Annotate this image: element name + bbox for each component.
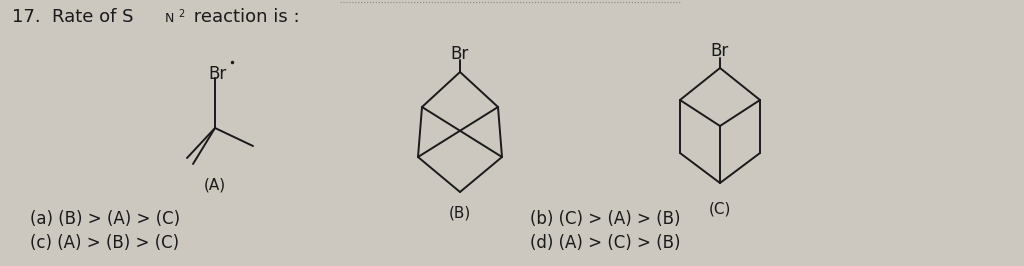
Text: (c) (A) > (B) > (C): (c) (A) > (B) > (C) <box>30 234 179 252</box>
Text: Br: Br <box>451 45 469 63</box>
Text: (C): (C) <box>709 202 731 217</box>
Text: (a) (B) > (A) > (C): (a) (B) > (A) > (C) <box>30 210 180 228</box>
Text: 17.: 17. <box>12 8 41 26</box>
Text: Br: Br <box>711 42 729 60</box>
Text: Rate of S: Rate of S <box>52 8 133 26</box>
Text: N: N <box>165 12 174 25</box>
Text: 2: 2 <box>178 9 184 19</box>
Text: (d) (A) > (C) > (B): (d) (A) > (C) > (B) <box>530 234 681 252</box>
Text: (B): (B) <box>449 205 471 220</box>
Text: (A): (A) <box>204 178 226 193</box>
Text: (b) (C) > (A) > (B): (b) (C) > (A) > (B) <box>530 210 681 228</box>
Text: Br: Br <box>208 65 226 83</box>
Text: reaction is :: reaction is : <box>188 8 300 26</box>
